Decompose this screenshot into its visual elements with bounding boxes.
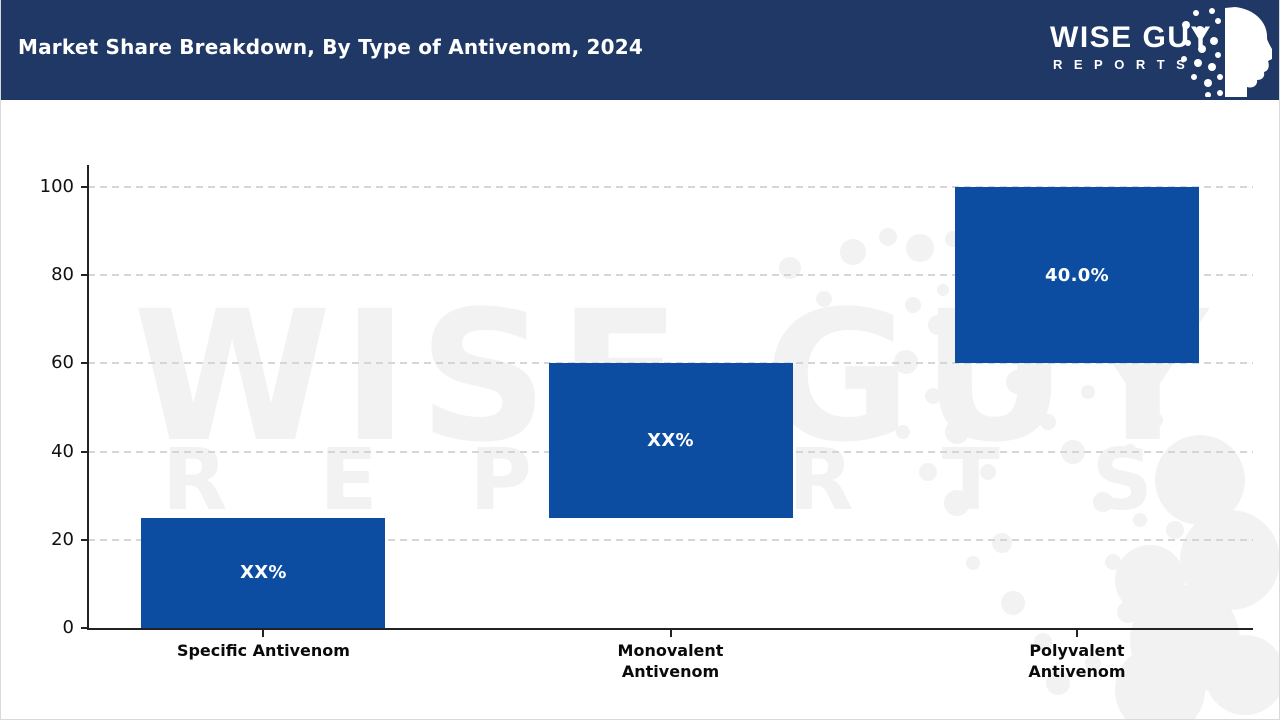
category-label-1: Monovalent Antivenom <box>617 641 724 681</box>
logo-face-icon <box>1181 7 1272 97</box>
bar-polyvalent-antivenom: 40.0% <box>954 187 1199 364</box>
bar-specific-antivenom: XX% <box>141 517 386 628</box>
header-bar: Market Share Breakdown, By Type of Antiv… <box>0 0 1280 100</box>
y-tick-label-100: 100 <box>39 176 74 197</box>
bar-monovalent-antivenom: XX% <box>548 363 793 518</box>
x-tick-1 <box>669 630 672 637</box>
y-axis <box>87 165 89 630</box>
y-tick-label-60: 60 <box>51 352 74 374</box>
logo-reports-text: REPORTS <box>1053 57 1197 72</box>
x-tick-2 <box>1075 630 1078 637</box>
y-tick-label-80: 80 <box>51 264 74 286</box>
chart-title: Market Share Breakdown, By Type of Antiv… <box>18 35 644 59</box>
x-tick-0 <box>262 630 265 637</box>
gridline-80 <box>88 274 1253 277</box>
category-label-2: Polyvalent Antivenom <box>1028 641 1126 681</box>
gridline-20 <box>88 538 1253 541</box>
y-tick-label-40: 40 <box>51 440 74 462</box>
y-tick-20 <box>81 538 88 541</box>
y-tick-40 <box>81 450 88 453</box>
bar-value-label: XX% <box>647 430 694 452</box>
category-label-0: Specific Antivenom <box>176 641 350 660</box>
wiseguy-logo: WISE GUY REPORTS <box>1022 0 1272 100</box>
x-axis <box>87 628 1253 630</box>
y-tick-100 <box>81 186 88 188</box>
bar-value-label: 40.0% <box>1044 264 1109 286</box>
y-tick-label-0: 0 <box>62 617 74 638</box>
y-tick-label-20: 20 <box>51 528 74 550</box>
gridline-100 <box>88 186 1253 188</box>
y-tick-0 <box>81 627 88 629</box>
y-tick-80 <box>81 274 88 277</box>
y-tick-60 <box>81 362 88 365</box>
bar-value-label: XX% <box>240 562 287 584</box>
